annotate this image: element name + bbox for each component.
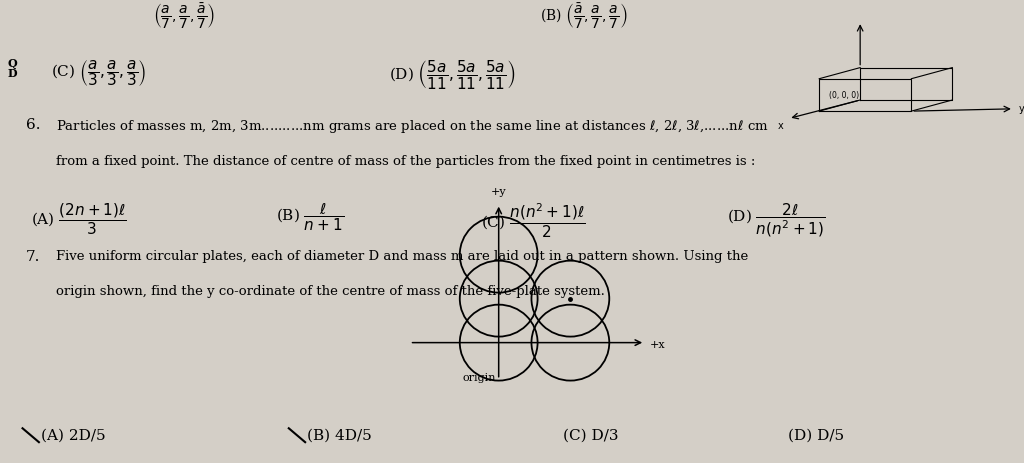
Text: (B) 4D/5: (B) 4D/5: [307, 428, 372, 442]
Text: Q
D: Q D: [7, 58, 17, 79]
Text: y: y: [1019, 104, 1024, 114]
Text: Five uniform circular plates, each of diameter D and mass m are laid out in a pa: Five uniform circular plates, each of di…: [56, 250, 749, 263]
Text: (D) $\dfrac{2\ell}{n(n^2+1)}$: (D) $\dfrac{2\ell}{n(n^2+1)}$: [727, 201, 825, 239]
Text: from a fixed point. The distance of centre of mass of the particles from the fix: from a fixed point. The distance of cent…: [56, 155, 756, 168]
Text: (A) $\dfrac{(2n+1)\ell}{3}$: (A) $\dfrac{(2n+1)\ell}{3}$: [31, 201, 127, 237]
Text: (C) $\left(\dfrac{a}{3},\dfrac{a}{3},\dfrac{a}{3}\right)$: (C) $\left(\dfrac{a}{3},\dfrac{a}{3},\df…: [51, 58, 146, 88]
Text: +y: +y: [490, 187, 507, 197]
Text: origin: origin: [463, 373, 496, 383]
Text: $\left(\dfrac{a}{7},\dfrac{a}{7},\dfrac{\bar{a}}{7}\right)$: $\left(\dfrac{a}{7},\dfrac{a}{7},\dfrac{…: [154, 2, 215, 31]
Text: (B) $\left(\dfrac{\bar{a}}{7},\dfrac{a}{7},\dfrac{a}{7}\right)$: (B) $\left(\dfrac{\bar{a}}{7},\dfrac{a}{…: [540, 2, 628, 31]
Text: (0, 0, 0): (0, 0, 0): [829, 91, 859, 100]
Text: 7.: 7.: [26, 250, 40, 264]
Text: (D) $\left(\dfrac{5a}{11},\dfrac{5a}{11},\dfrac{5a}{11}\right)$: (D) $\left(\dfrac{5a}{11},\dfrac{5a}{11}…: [389, 58, 516, 91]
Text: +x: +x: [650, 340, 666, 350]
Text: Particles of masses m, 2m, 3m..........nm grams are placed on the same line at d: Particles of masses m, 2m, 3m..........n…: [56, 118, 769, 135]
Text: 6.: 6.: [26, 118, 40, 132]
Text: (C) $\dfrac{n(n^2+1)\ell}{2}$: (C) $\dfrac{n(n^2+1)\ell}{2}$: [481, 201, 586, 240]
Text: origin shown, find the y co-ordinate of the centre of mass of the five-plate sys: origin shown, find the y co-ordinate of …: [56, 285, 605, 298]
Text: x: x: [777, 121, 783, 131]
Text: (A) 2D/5: (A) 2D/5: [41, 428, 105, 442]
Text: (D) D/5: (D) D/5: [788, 428, 845, 442]
Text: (B) $\dfrac{\ell}{n+1}$: (B) $\dfrac{\ell}{n+1}$: [276, 201, 344, 233]
Text: (C) D/3: (C) D/3: [563, 428, 618, 442]
